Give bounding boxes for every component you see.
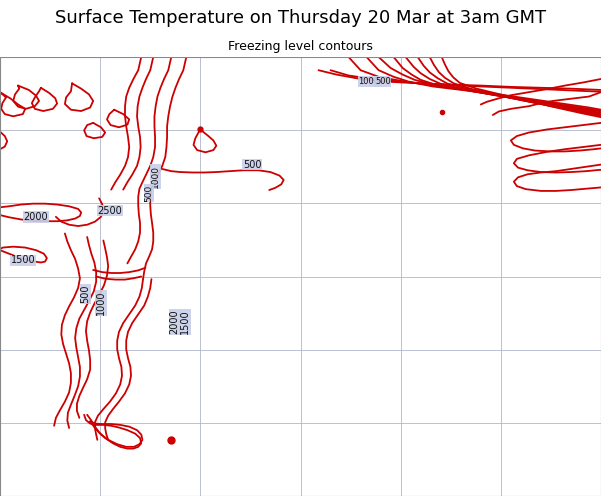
Text: 500: 500 [243, 160, 261, 170]
Text: Freezing level contours: Freezing level contours [228, 40, 373, 53]
Text: 1000: 1000 [359, 77, 379, 86]
Text: 500: 500 [375, 77, 391, 86]
Text: 500: 500 [145, 185, 153, 202]
Text: 500: 500 [81, 285, 90, 304]
Text: 2500: 2500 [97, 206, 123, 216]
Text: 1500: 1500 [180, 310, 190, 334]
Text: Surface Temperature on Thursday 20 Mar at 3am GMT: Surface Temperature on Thursday 20 Mar a… [55, 9, 546, 27]
Text: 1000: 1000 [96, 291, 106, 315]
Text: 2000: 2000 [24, 212, 48, 222]
Text: 1500: 1500 [11, 255, 35, 265]
Text: 2000: 2000 [169, 310, 179, 334]
Text: 1000: 1000 [151, 165, 160, 188]
